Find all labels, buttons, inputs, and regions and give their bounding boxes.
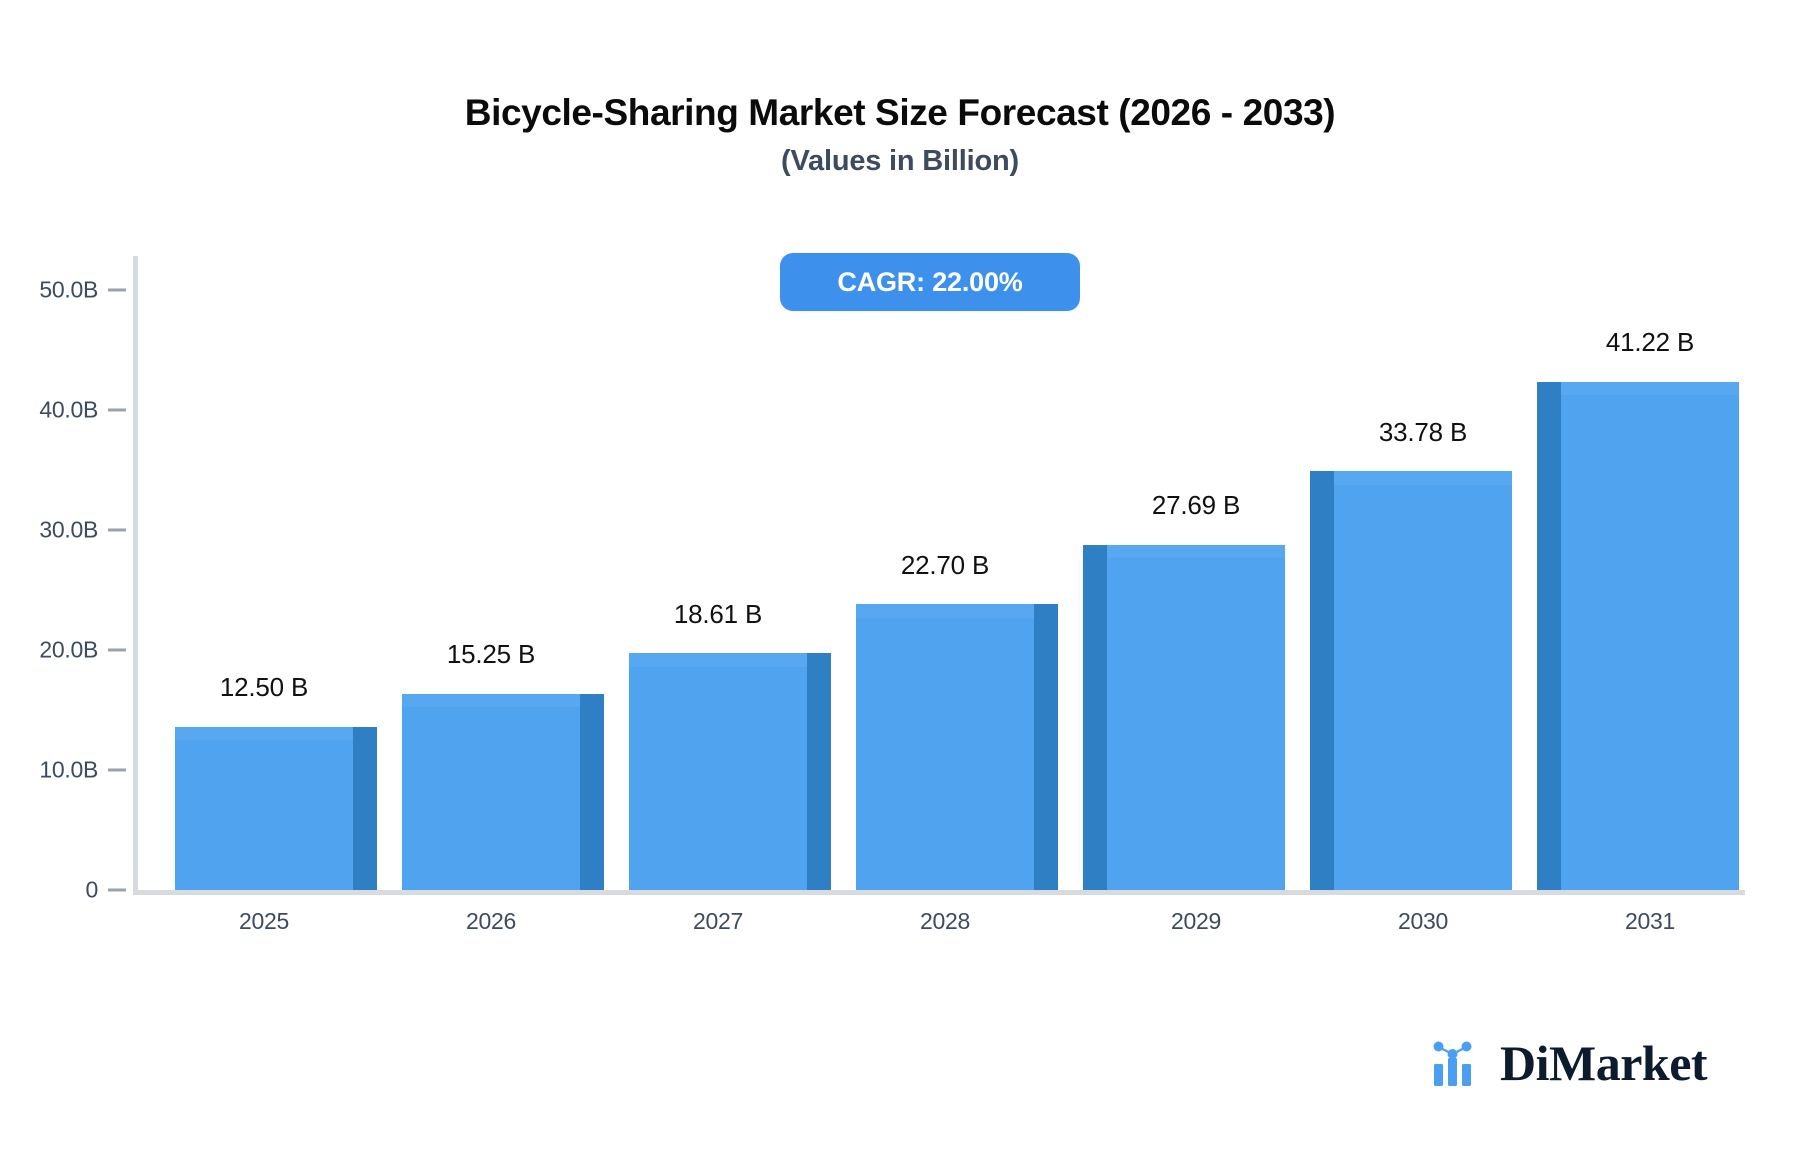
bar-depth-face bbox=[1083, 544, 1107, 890]
page-title: Bicycle-Sharing Market Size Forecast (20… bbox=[464, 92, 1336, 133]
bar-depth-face bbox=[807, 653, 831, 890]
y-axis-tick-label: 10.0B bbox=[39, 756, 98, 783]
chart-subtitle: (Values in Billion) bbox=[781, 145, 1019, 177]
y-axis-tick-label: 20.0B bbox=[39, 636, 98, 663]
brand-name: DiMarket bbox=[1500, 1035, 1708, 1091]
bar-front-face bbox=[1334, 484, 1512, 890]
brand-logo: DiMarket bbox=[1432, 1035, 1708, 1091]
bar-2031[interactable] bbox=[1537, 371, 1739, 890]
bar-value-label: 15.25 B bbox=[446, 639, 536, 669]
x-axis-tick-label: 2027 bbox=[693, 908, 743, 934]
bar-front-face bbox=[1561, 395, 1739, 890]
x-axis-tick-label: 2028 bbox=[920, 908, 970, 934]
bar-top-face bbox=[175, 726, 353, 740]
bar-value-label: 22.70 B bbox=[900, 549, 990, 580]
bar-depth-face bbox=[353, 726, 377, 890]
bar-front-face bbox=[175, 740, 353, 890]
x-axis-tick-label: 2029 bbox=[1171, 908, 1221, 934]
y-axis-tick-mark bbox=[108, 288, 126, 292]
bar-2028[interactable] bbox=[856, 594, 1058, 890]
bar-front-face bbox=[402, 707, 580, 890]
bar-front-face bbox=[1107, 557, 1285, 890]
y-axis-tick-mark bbox=[108, 888, 126, 892]
y-axis-line bbox=[133, 256, 138, 893]
y-axis-tick-label: 0 bbox=[85, 876, 99, 903]
bar-depth-face bbox=[1310, 471, 1334, 890]
cagr-badge-label: CAGR: 22.00% bbox=[837, 266, 1023, 297]
bar-front-face bbox=[856, 617, 1034, 890]
y-axis-tick-label: 30.0B bbox=[39, 516, 98, 543]
x-axis-line bbox=[133, 890, 1745, 895]
bar-top-face bbox=[1107, 544, 1285, 558]
x-axis-tick-label: 2030 bbox=[1398, 908, 1448, 934]
cagr-badge: CAGR: 22.00% bbox=[780, 253, 1080, 311]
x-axis-tick-label: 2026 bbox=[466, 908, 516, 934]
y-axis-tick-label: 50.0B bbox=[39, 276, 98, 303]
bar-value-label: 33.78 B bbox=[1378, 416, 1468, 447]
bar-depth-face bbox=[1034, 604, 1058, 890]
bar-value-label: 41.22 B bbox=[1605, 327, 1695, 358]
y-axis-tick-label: 40.0B bbox=[39, 396, 98, 423]
bar-depth-face bbox=[580, 693, 604, 890]
bar-top-face bbox=[1334, 471, 1512, 485]
y-axis-tick-mark bbox=[108, 528, 126, 532]
x-axis-tick-label: 2031 bbox=[1625, 908, 1675, 934]
bar-top-face bbox=[629, 653, 807, 667]
y-axis-tick-mark bbox=[108, 408, 126, 412]
bar-2027[interactable] bbox=[629, 643, 831, 890]
bar-top-face bbox=[1561, 382, 1739, 396]
y-axis-tick-mark bbox=[108, 648, 126, 652]
bar-2029[interactable] bbox=[1083, 534, 1285, 890]
bar-top-face bbox=[402, 693, 580, 707]
bar-front-face bbox=[629, 666, 807, 890]
y-axis-tick-mark bbox=[108, 768, 126, 772]
bar-2025[interactable] bbox=[175, 716, 377, 890]
x-axis-tick-label: 2025 bbox=[239, 908, 289, 934]
bar-2026[interactable] bbox=[402, 683, 604, 890]
bar-2030[interactable] bbox=[1310, 461, 1512, 890]
bar-value-label: 12.50 B bbox=[219, 672, 309, 702]
bar-value-label: 18.61 B bbox=[673, 598, 763, 629]
bar-depth-face bbox=[1537, 382, 1561, 890]
bar-value-label: 27.69 B bbox=[1151, 489, 1241, 520]
bar-chart-with-line-icon bbox=[1433, 1041, 1472, 1086]
bar-top-face bbox=[856, 604, 1034, 618]
